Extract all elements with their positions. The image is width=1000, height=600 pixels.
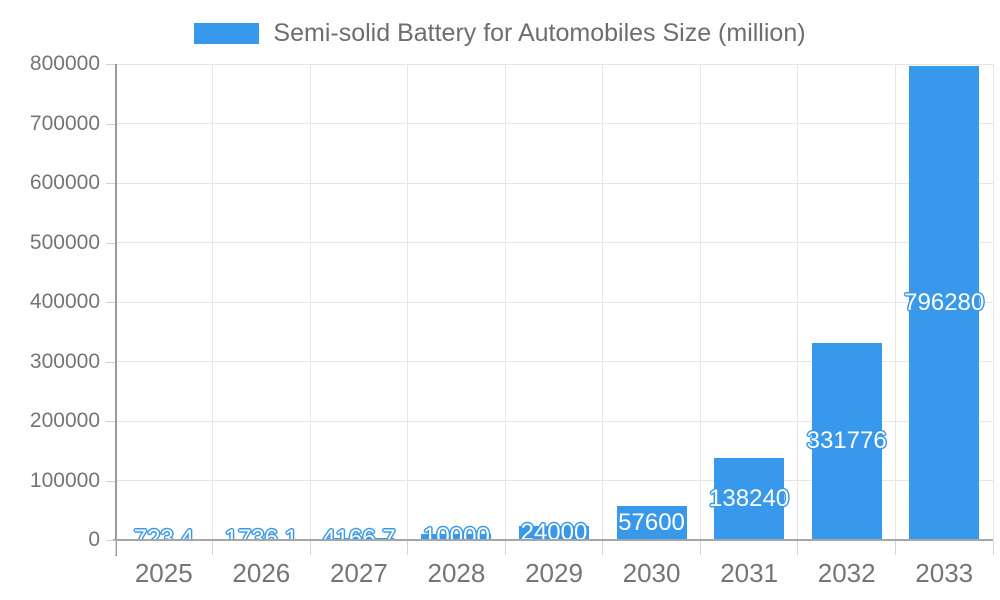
- y-gridline: [115, 301, 993, 303]
- bar-value-label: 4166.7: [322, 524, 396, 540]
- y-axis-tick-label: 0: [88, 528, 100, 551]
- bar: [323, 537, 394, 540]
- x-axis-tick-label: 2032: [817, 558, 876, 588]
- x-gridline: [699, 64, 701, 540]
- y-gridline: [115, 480, 993, 481]
- bar-label-clip: 4166.7: [310, 64, 408, 540]
- y-axis-tick-label: 800000: [29, 52, 100, 75]
- bar: [811, 342, 882, 540]
- x-gridline: [894, 64, 896, 540]
- x-tick-mark: [504, 541, 506, 555]
- x-tick-mark: [114, 541, 116, 555]
- x-tick-mark: [699, 541, 701, 555]
- x-gridline: [309, 64, 311, 540]
- y-tick-mark: [106, 123, 115, 125]
- x-gridline: [602, 64, 604, 540]
- bar-value-label: 10000: [423, 523, 490, 540]
- x-axis-tick-label: 2028: [427, 558, 486, 588]
- y-tick-mark: [106, 64, 115, 65]
- y-axis-tick-label: 300000: [29, 349, 100, 373]
- y-axis-tick-label: 700000: [29, 111, 100, 135]
- y-tick-mark: [106, 540, 115, 541]
- bar-value-label: 723.4: [133, 525, 194, 540]
- x-axis-tick-label: 2025: [134, 558, 193, 588]
- bar: [616, 505, 687, 540]
- x-axis-tick-label: 2033: [915, 558, 974, 588]
- bar-value-label: 24000: [520, 518, 588, 540]
- x-tick-mark: [602, 541, 604, 555]
- bar-value-label: 57600: [618, 508, 685, 536]
- bar-value-label: 138240: [709, 484, 790, 512]
- x-gridline: [992, 64, 994, 540]
- bar-label-clip: 57600: [603, 64, 701, 540]
- y-gridline: [115, 123, 993, 124]
- y-axis-line: [115, 64, 117, 556]
- bar-label-clip: 723.4: [115, 64, 213, 540]
- y-tick-mark: [106, 302, 115, 303]
- bar: [519, 525, 589, 540]
- bar-value-label: 796280: [904, 289, 985, 317]
- y-tick-mark: [106, 421, 115, 422]
- bar: [714, 457, 785, 540]
- bar-label-clip: 1736.1: [213, 64, 311, 540]
- x-tick-mark: [309, 541, 311, 555]
- y-tick-mark: [106, 183, 115, 184]
- x-axis-tick-label: 2029: [525, 558, 583, 588]
- y-gridline: [115, 63, 993, 65]
- x-axis-tick-label: 2030: [622, 558, 681, 588]
- y-axis-tick-label: 400000: [29, 290, 100, 313]
- y-gridline: [115, 182, 993, 184]
- y-axis-tick-label: 200000: [29, 409, 100, 432]
- y-tick-mark: [106, 480, 115, 482]
- bar-value-label: 1736.1: [224, 525, 299, 540]
- x-gridline: [504, 64, 506, 540]
- x-axis-tick-label: 2026: [232, 558, 291, 588]
- x-tick-mark: [992, 541, 994, 555]
- plot-area: 723.4 1736.1 4166.7 10000 24000 57600 138240 33…: [115, 63, 994, 540]
- y-axis-tick-label: 500000: [29, 230, 100, 254]
- y-gridline: [115, 361, 993, 362]
- legend-swatch: [194, 22, 260, 44]
- x-tick-mark: [894, 541, 896, 555]
- x-gridline: [407, 64, 409, 540]
- bar-value-label: 331776: [806, 427, 887, 455]
- bar-label-clip: 10000: [408, 64, 506, 540]
- bar-label-clip: 796280: [895, 64, 993, 540]
- y-tick-mark: [106, 361, 115, 363]
- legend: Semi-solid Battery for Automobiles Size …: [0, 18, 1000, 48]
- bar: [421, 534, 492, 540]
- x-tick-mark: [212, 541, 214, 555]
- x-axis-tick-label: 2031: [720, 558, 779, 588]
- x-tick-mark: [797, 541, 799, 555]
- y-gridline: [115, 242, 993, 243]
- x-axis-line: [113, 539, 993, 541]
- bar: [909, 66, 980, 540]
- x-axis-tick-label: 2027: [329, 558, 388, 588]
- y-axis-tick-label: 600000: [29, 171, 100, 194]
- y-gridline: [115, 420, 993, 422]
- legend-series-label: Semi-solid Battery for Automobiles Size …: [273, 18, 806, 47]
- x-tick-mark: [407, 541, 409, 555]
- x-gridline: [212, 64, 214, 540]
- bar-label-clip: 138240: [700, 64, 798, 540]
- y-tick-mark: [106, 242, 115, 244]
- bar-label-clip: 331776: [798, 64, 896, 540]
- y-axis-tick-label: 100000: [29, 468, 100, 492]
- x-gridline: [797, 64, 799, 540]
- bar-label-clip: 24000: [505, 64, 603, 540]
